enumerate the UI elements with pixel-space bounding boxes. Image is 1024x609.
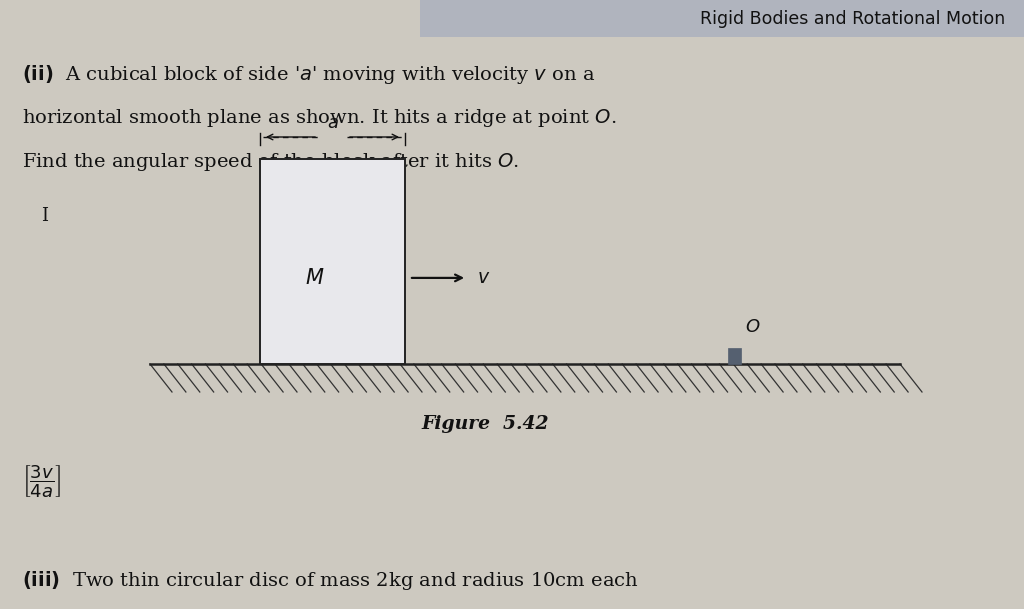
Text: horizontal smooth plane as shown. It hits a ridge at point $O$.: horizontal smooth plane as shown. It hit… — [22, 107, 616, 129]
Text: $\mathbf{(iii)}$  Two thin circular disc of mass 2kg and radius 10cm each: $\mathbf{(iii)}$ Two thin circular disc … — [22, 569, 639, 593]
Bar — [260, 159, 406, 364]
Text: Rigid Bodies and Rotational Motion: Rigid Bodies and Rotational Motion — [699, 10, 1005, 27]
Bar — [420, 0, 1024, 37]
Text: $\left[\dfrac{3v}{4a}\right]$: $\left[\dfrac{3v}{4a}\right]$ — [22, 463, 61, 499]
Text: $\mathbf{(ii)}$  A cubical block of side '$a$' moving with velocity $v$ on a: $\mathbf{(ii)}$ A cubical block of side … — [22, 63, 595, 85]
Bar — [728, 348, 741, 364]
Text: $M$: $M$ — [305, 268, 325, 288]
Text: $a$: $a$ — [327, 114, 338, 132]
Text: I: I — [42, 208, 48, 225]
Text: Find the angular speed of the block after it hits $O$.: Find the angular speed of the block afte… — [22, 151, 519, 173]
Text: Figure  5.42: Figure 5.42 — [421, 415, 549, 433]
Text: $v$: $v$ — [477, 269, 490, 287]
Text: $O$: $O$ — [745, 318, 761, 336]
